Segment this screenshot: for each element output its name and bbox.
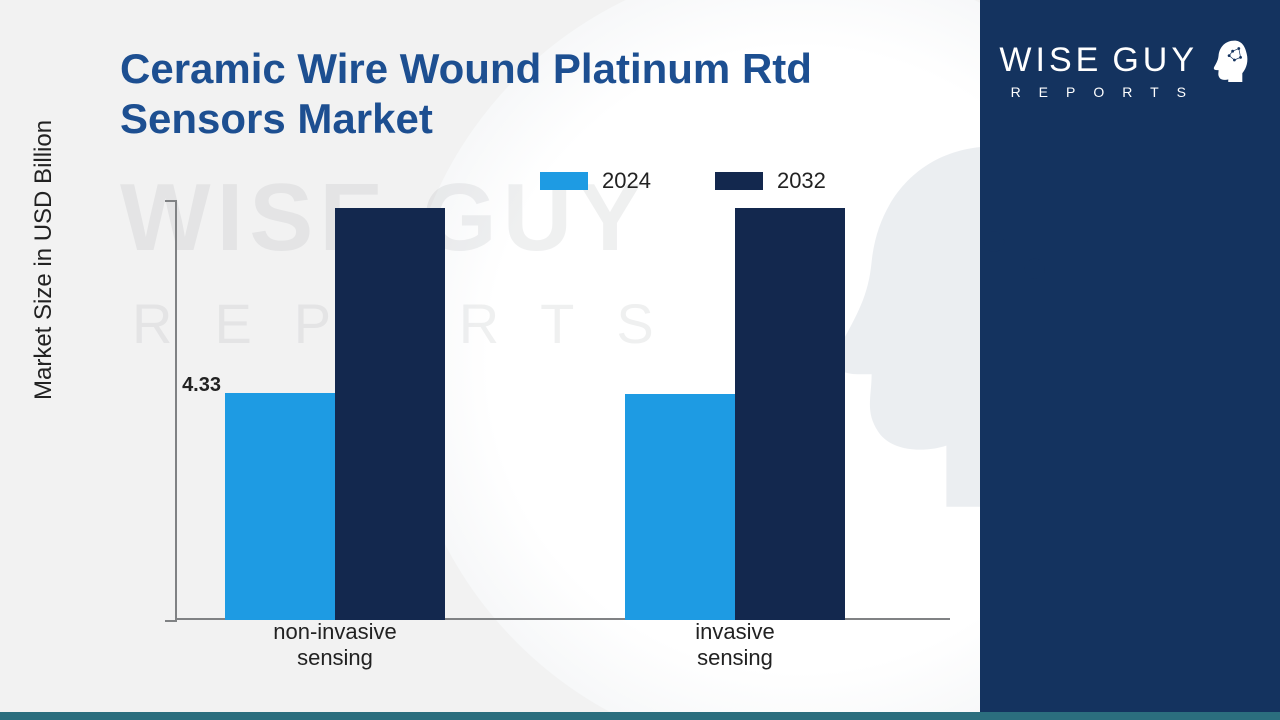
brand-subtext: REPORTS (999, 84, 1252, 100)
legend-swatch-2024 (540, 172, 588, 190)
legend-item-2024: 2024 (540, 168, 651, 194)
bottom-accent-bar (0, 712, 1280, 720)
x-category-label: non-invasivesensing (215, 619, 455, 670)
bar-group: invasivesensing (615, 208, 855, 620)
right-brand-panel (980, 0, 1280, 712)
bar-2024 (625, 394, 735, 620)
legend-item-2032: 2032 (715, 168, 826, 194)
y-tick (165, 620, 177, 622)
legend: 2024 2032 (540, 168, 826, 194)
bar-group: 4.33non-invasivesensing (215, 208, 455, 620)
y-tick (165, 200, 177, 202)
chart-title: Ceramic Wire Wound Platinum Rtd Sensors … (120, 44, 820, 143)
brand-logo: WISE GUY REPORTS (999, 38, 1252, 100)
y-axis-line (175, 200, 177, 620)
legend-label-2024: 2024 (602, 168, 651, 194)
page-root: WISE GUY REPORTS WISE GUY (0, 0, 1280, 720)
brand-word-2: GUY (1112, 41, 1198, 80)
bar-2024 (225, 393, 335, 620)
x-category-label: invasivesensing (615, 619, 855, 670)
y-axis-label: Market Size in USD Billion (30, 120, 58, 400)
bar-2032 (335, 208, 445, 620)
brand-word-1: WISE (999, 41, 1102, 80)
brand-head-icon (1208, 38, 1252, 82)
legend-swatch-2032 (715, 172, 763, 190)
legend-label-2032: 2032 (777, 168, 826, 194)
bar-2032 (735, 208, 845, 620)
bar-value-label: 4.33 (182, 374, 221, 397)
plot-area: 4.33non-invasivesensing invasivesensing (120, 200, 950, 630)
